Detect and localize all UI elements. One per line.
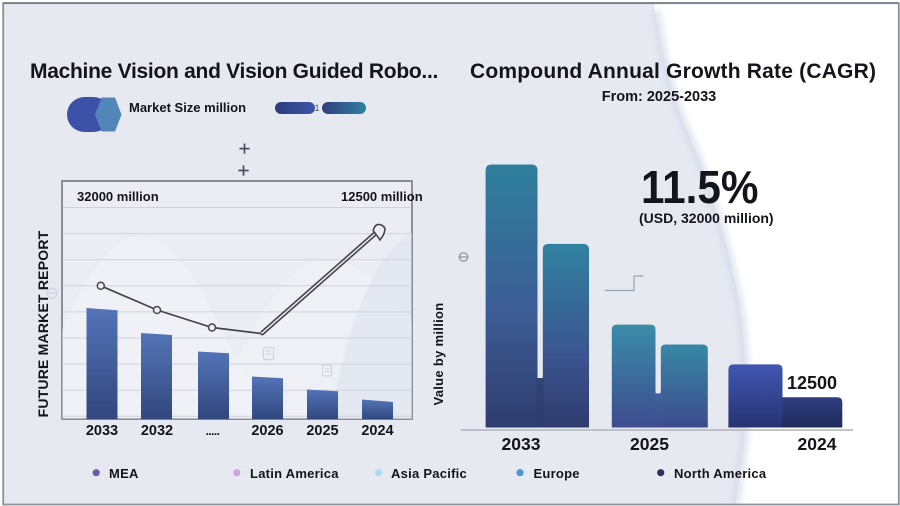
svg-text:11.5%: 11.5% <box>641 161 759 213</box>
